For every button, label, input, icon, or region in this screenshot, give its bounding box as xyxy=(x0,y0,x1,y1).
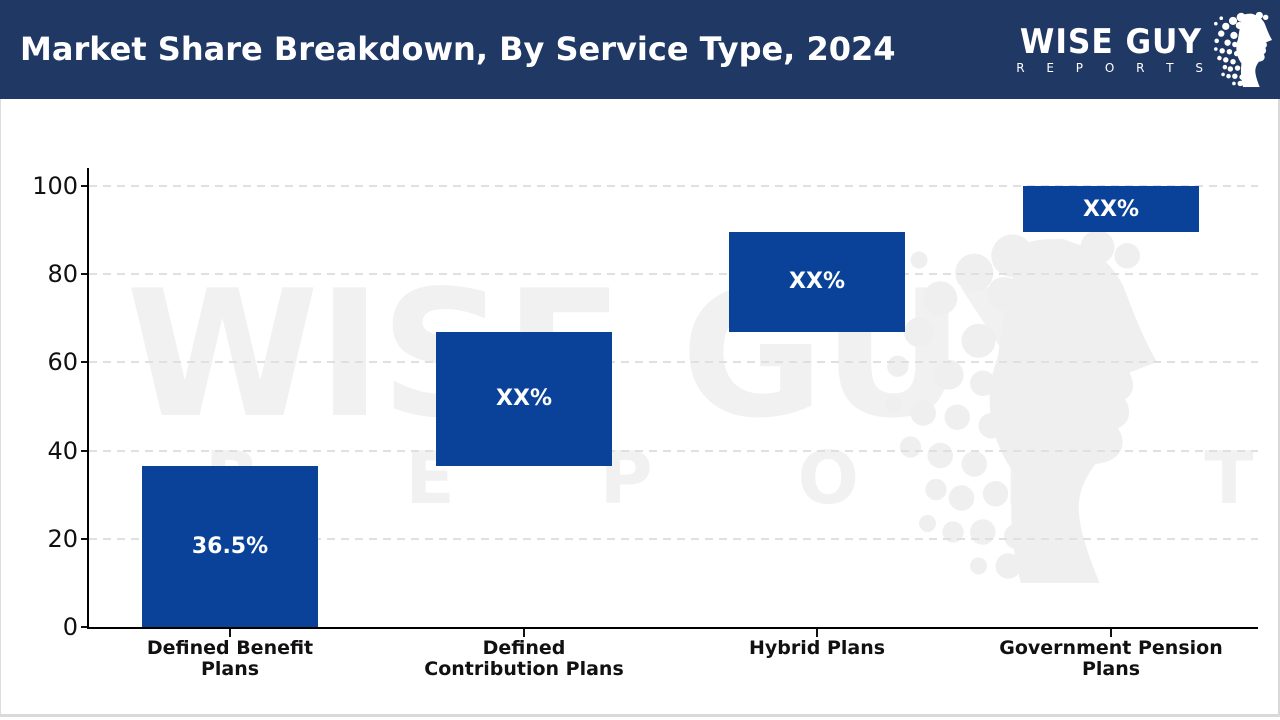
x-axis-spine xyxy=(87,627,1258,629)
bar-segment: 36.5% xyxy=(142,466,318,627)
gridline-y80 xyxy=(89,273,1258,276)
y-tick-mark xyxy=(81,361,89,364)
bar-value-label: XX% xyxy=(1083,196,1139,222)
y-axis-spine xyxy=(87,168,89,629)
brand-text: WISE GUY R E P O R T S xyxy=(1010,24,1212,75)
y-tick-label: 100 xyxy=(32,172,78,200)
bar-value-label: XX% xyxy=(789,269,845,295)
y-tick-label: 80 xyxy=(47,260,78,289)
y-tick-mark xyxy=(81,185,89,187)
bar-segment: XX% xyxy=(436,331,612,467)
y-tick-mark xyxy=(81,626,89,628)
gridline-y20 xyxy=(89,537,1258,540)
footer-divider xyxy=(0,714,1280,717)
y-tick-label: 20 xyxy=(47,524,78,553)
bar-value-label: XX% xyxy=(496,386,552,412)
gridline-y40 xyxy=(89,449,1258,452)
y-tick-label: 40 xyxy=(47,436,78,465)
gridline-y100 xyxy=(89,185,1258,187)
x-category-label: Government Pension Plans xyxy=(999,637,1223,680)
x-tick-mark xyxy=(816,629,818,637)
bar-segment: XX% xyxy=(1023,186,1199,233)
y-tick-mark xyxy=(81,537,89,540)
bar-segment: XX% xyxy=(729,232,905,332)
bar-value-label: 36.5% xyxy=(191,534,269,559)
brand-subtitle: R E P O R T S xyxy=(1016,60,1212,75)
chart-title: Market Share Breakdown, By Service Type,… xyxy=(20,30,896,68)
brand-logo: WISE GUY R E P O R T S xyxy=(1010,10,1272,88)
x-tick-mark xyxy=(523,629,525,637)
x-category-label: Defined Contribution Plans xyxy=(424,637,624,680)
x-tick-mark xyxy=(1110,629,1112,637)
x-category-label: Defined Benefit Plans xyxy=(146,637,314,680)
brand-name: WISE GUY xyxy=(1020,21,1203,62)
y-tick-mark xyxy=(81,449,89,452)
x-tick-mark xyxy=(229,629,231,637)
header-bar: Market Share Breakdown, By Service Type,… xyxy=(0,0,1280,99)
y-tick-label: 0 xyxy=(62,613,78,641)
x-category-label: Hybrid Plans xyxy=(748,637,886,659)
y-tick-label: 60 xyxy=(47,348,78,377)
y-tick-mark xyxy=(81,273,89,276)
gridline-y60 xyxy=(89,361,1258,364)
